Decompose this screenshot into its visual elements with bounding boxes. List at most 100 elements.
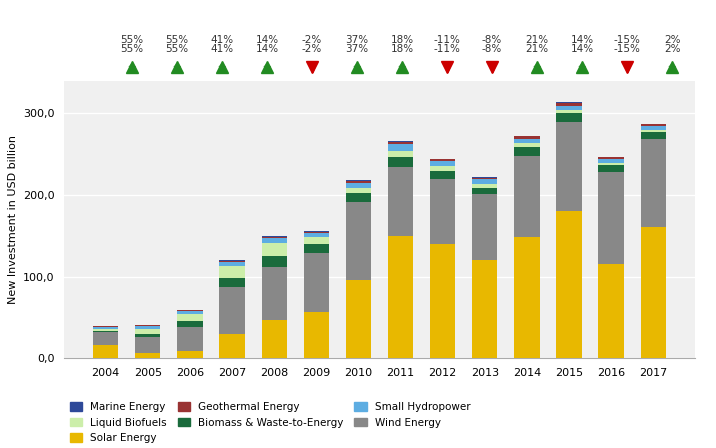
Bar xyxy=(388,144,413,151)
Bar xyxy=(178,327,203,351)
Bar xyxy=(556,211,581,358)
Bar xyxy=(219,277,245,287)
Bar xyxy=(641,126,666,130)
Text: 18%: 18% xyxy=(390,35,414,45)
Bar xyxy=(219,334,245,358)
Text: 14%: 14% xyxy=(571,35,594,45)
Text: ^: ^ xyxy=(127,63,137,76)
Text: v: v xyxy=(443,63,450,76)
Bar xyxy=(346,202,371,280)
Text: 21%: 21% xyxy=(526,35,548,45)
Bar xyxy=(135,326,160,329)
Bar xyxy=(219,262,245,266)
Bar xyxy=(599,159,624,163)
Bar xyxy=(304,244,329,253)
Bar xyxy=(472,180,498,184)
Bar xyxy=(641,227,666,358)
Bar xyxy=(261,237,287,238)
Bar xyxy=(430,161,455,166)
Bar xyxy=(135,325,160,326)
Text: ^: ^ xyxy=(217,63,227,76)
Bar xyxy=(430,171,455,179)
Bar xyxy=(430,159,455,161)
Text: -8%: -8% xyxy=(482,44,502,54)
Bar xyxy=(178,311,203,314)
Bar xyxy=(556,102,581,103)
Bar xyxy=(472,188,498,194)
Text: v: v xyxy=(488,63,495,76)
Bar xyxy=(135,329,160,334)
Bar xyxy=(556,122,581,211)
Bar xyxy=(178,310,203,311)
Bar xyxy=(304,237,329,244)
Bar xyxy=(388,142,413,144)
Bar xyxy=(93,331,118,332)
Bar xyxy=(388,236,413,358)
Bar xyxy=(472,184,498,188)
Text: 21%: 21% xyxy=(526,44,548,54)
Bar xyxy=(514,143,540,147)
Bar xyxy=(514,237,540,358)
Bar xyxy=(304,312,329,358)
Bar xyxy=(261,238,287,243)
Text: -15%: -15% xyxy=(614,44,640,54)
Bar xyxy=(219,261,245,262)
Bar xyxy=(388,151,413,157)
Text: 37%: 37% xyxy=(345,35,369,45)
Text: 14%: 14% xyxy=(571,44,594,54)
Bar xyxy=(178,351,203,358)
Bar xyxy=(304,253,329,312)
Bar xyxy=(556,110,581,112)
Bar xyxy=(93,329,118,331)
Bar xyxy=(514,156,540,237)
Text: 55%: 55% xyxy=(165,44,188,54)
Bar xyxy=(178,321,203,327)
Bar xyxy=(641,130,666,132)
Bar xyxy=(93,326,118,327)
Bar xyxy=(599,165,624,172)
Text: 2%: 2% xyxy=(664,44,680,54)
Bar xyxy=(599,263,624,358)
Text: 18%: 18% xyxy=(390,44,414,54)
Bar xyxy=(599,157,624,159)
Bar xyxy=(514,136,540,138)
Text: 55%: 55% xyxy=(120,35,143,45)
Bar xyxy=(261,320,287,358)
Text: ^: ^ xyxy=(667,63,677,76)
Bar xyxy=(556,106,581,110)
Bar xyxy=(430,244,455,358)
Bar xyxy=(219,287,245,334)
Bar xyxy=(556,112,581,122)
Bar xyxy=(641,139,666,227)
Bar xyxy=(599,163,624,165)
Bar xyxy=(346,280,371,358)
Bar xyxy=(472,260,498,358)
Bar xyxy=(641,124,666,126)
Text: -2%: -2% xyxy=(302,35,322,45)
Bar xyxy=(388,157,413,167)
Bar xyxy=(304,232,329,233)
Text: -11%: -11% xyxy=(434,44,460,54)
Text: 55%: 55% xyxy=(120,44,143,54)
Bar xyxy=(135,353,160,358)
Bar xyxy=(346,193,371,202)
Bar xyxy=(514,138,540,143)
Bar xyxy=(93,332,118,345)
Bar xyxy=(599,172,624,263)
Bar xyxy=(430,179,455,244)
Text: v: v xyxy=(624,63,631,76)
Bar xyxy=(388,167,413,236)
Bar xyxy=(514,147,540,156)
Text: ^: ^ xyxy=(172,63,182,76)
Bar xyxy=(641,132,666,139)
Bar xyxy=(472,178,498,180)
Text: 14%: 14% xyxy=(256,44,279,54)
Bar xyxy=(472,194,498,260)
Text: 14%: 14% xyxy=(256,35,279,45)
Text: ^: ^ xyxy=(352,63,362,76)
Bar xyxy=(93,345,118,358)
Text: -2%: -2% xyxy=(302,44,322,54)
Text: 41%: 41% xyxy=(211,35,233,45)
Bar xyxy=(261,267,287,320)
Bar xyxy=(388,141,413,142)
